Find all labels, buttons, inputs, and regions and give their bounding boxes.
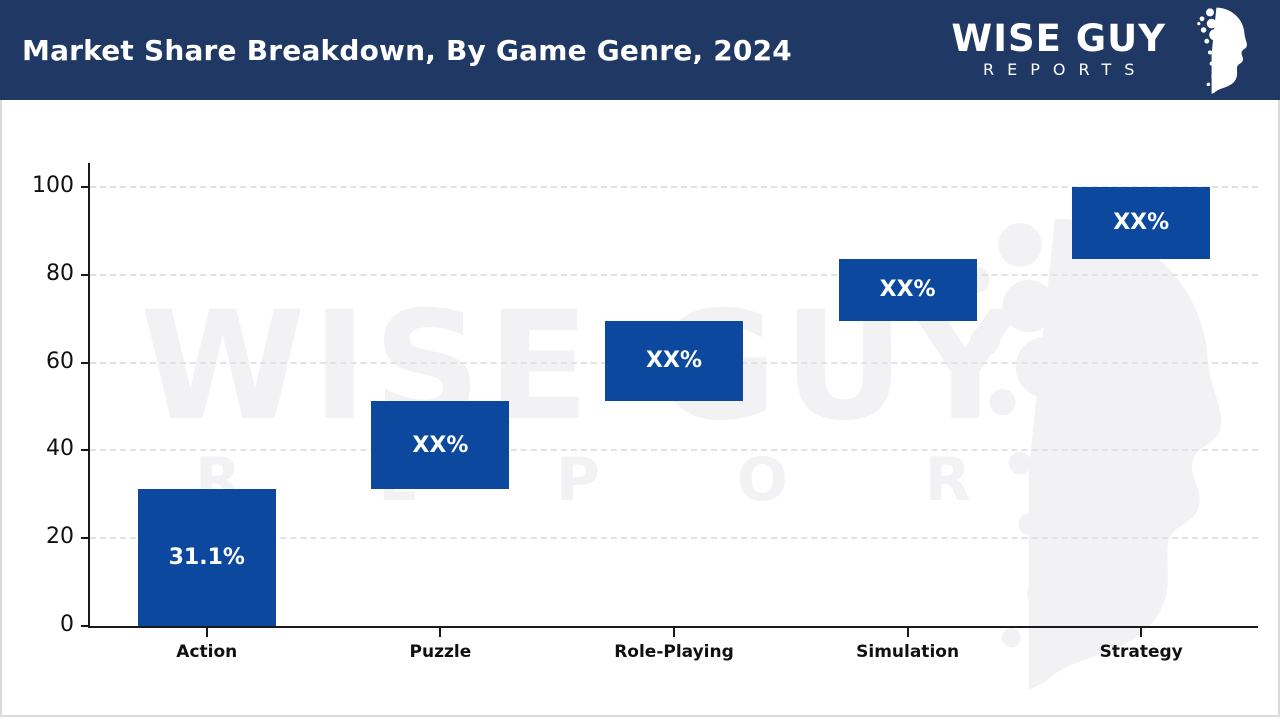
x-tick-3 [906, 628, 909, 637]
y-tick-0 [81, 625, 90, 627]
gridline-20 [90, 537, 1258, 540]
y-axis-line [88, 162, 90, 628]
y-tick-label-80: 80 [46, 260, 74, 286]
bar-value-label: XX% [412, 432, 469, 458]
x-tick-0 [205, 628, 208, 637]
bar-value-label: 31.1% [168, 545, 245, 571]
y-tick-label-0: 0 [60, 612, 74, 637]
bar-strategy: XX% [1072, 187, 1211, 259]
logo-subtitle: REPORTS [983, 60, 1148, 79]
x-tick-2 [673, 628, 675, 637]
y-tick-20 [81, 537, 90, 540]
logo-head-icon [1197, 7, 1247, 94]
bar-value-label: XX% [879, 277, 936, 303]
logo-text: WISE GUY REPORTS [951, 20, 1166, 80]
y-tick-40 [81, 449, 90, 452]
x-tick-label-3: Simulation [856, 642, 960, 662]
header-bar: Market Share Breakdown, By Game Genre, 2… [0, 0, 1280, 100]
page-title: Market Share Breakdown, By Game Genre, 2… [22, 33, 792, 67]
x-tick-label-1: Puzzle [409, 642, 472, 662]
y-tick-label-100: 100 [32, 173, 74, 198]
bar-puzzle: XX% [371, 400, 510, 490]
x-tick-4 [1140, 628, 1143, 637]
y-tick-100 [81, 186, 90, 188]
y-tick-80 [81, 273, 90, 276]
bar-simulation: XX% [838, 258, 977, 321]
bar-value-label: XX% [1113, 210, 1170, 236]
y-tick-60 [81, 361, 90, 364]
wiseguy-logo: WISE GUY REPORTS [951, 6, 1252, 94]
logo-wordmark: WISE GUY [951, 17, 1166, 60]
x-axis-line [88, 626, 1258, 628]
x-tick-label-2: Role-Playing [614, 642, 734, 662]
x-tick-1 [439, 628, 442, 637]
y-tick-label-20: 20 [46, 524, 74, 550]
x-tick-label-4: Strategy [1099, 642, 1183, 662]
bar-action: 31.1% [137, 489, 276, 626]
gridline-100 [90, 186, 1258, 188]
bar-role-playing: XX% [605, 320, 743, 401]
bar-value-label: XX% [646, 348, 702, 374]
y-tick-label-40: 40 [46, 436, 74, 462]
x-tick-label-0: Action [176, 642, 238, 662]
gridline-40 [90, 449, 1258, 452]
y-tick-label-60: 60 [46, 348, 74, 374]
gridline-80 [90, 273, 1258, 276]
